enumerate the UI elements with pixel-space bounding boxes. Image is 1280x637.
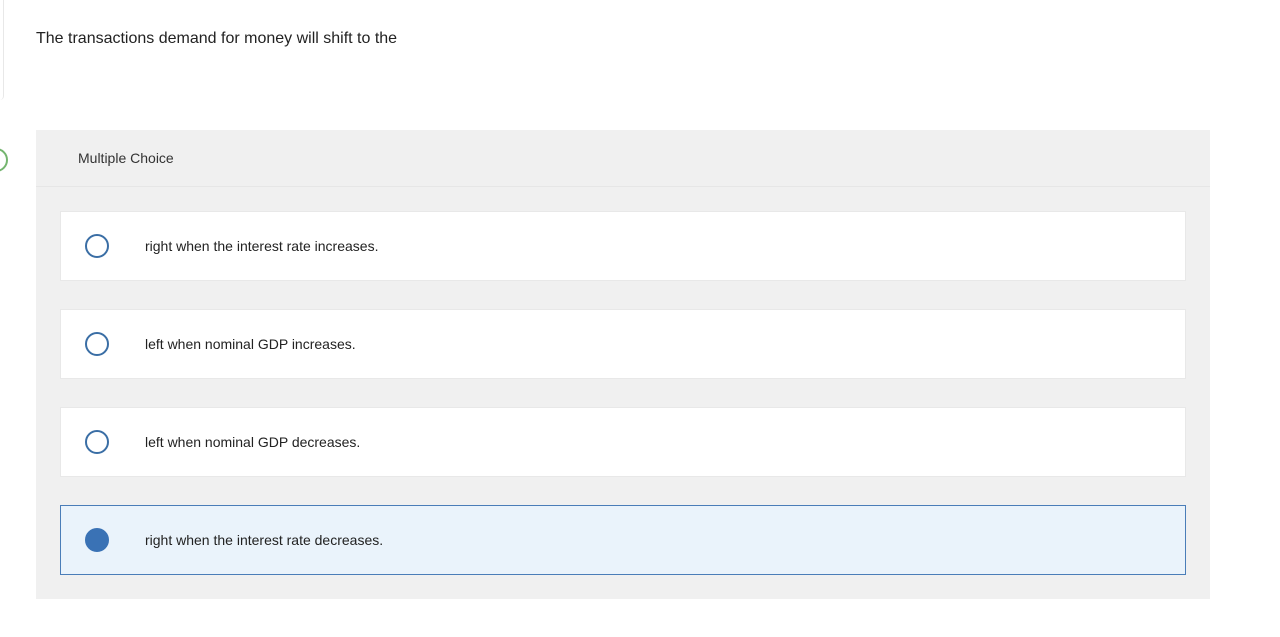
option-0[interactable]: right when the interest rate increases. [60, 211, 1186, 281]
option-label: left when nominal GDP increases. [145, 336, 356, 352]
option-label: right when the interest rate decreases. [145, 532, 383, 548]
section-header: Multiple Choice [36, 130, 1210, 187]
options-container: right when the interest rate increases. … [36, 187, 1210, 599]
question-text: The transactions demand for money will s… [0, 0, 1280, 48]
radio-icon [85, 528, 109, 552]
radio-icon [85, 234, 109, 258]
progress-ring-icon [0, 148, 8, 172]
option-1[interactable]: left when nominal GDP increases. [60, 309, 1186, 379]
left-panel-edge [0, 0, 4, 100]
radio-icon [85, 332, 109, 356]
option-label: right when the interest rate increases. [145, 238, 378, 254]
answer-section: Multiple Choice right when the interest … [36, 130, 1210, 599]
radio-icon [85, 430, 109, 454]
option-label: left when nominal GDP decreases. [145, 434, 360, 450]
option-3[interactable]: right when the interest rate decreases. [60, 505, 1186, 575]
option-2[interactable]: left when nominal GDP decreases. [60, 407, 1186, 477]
